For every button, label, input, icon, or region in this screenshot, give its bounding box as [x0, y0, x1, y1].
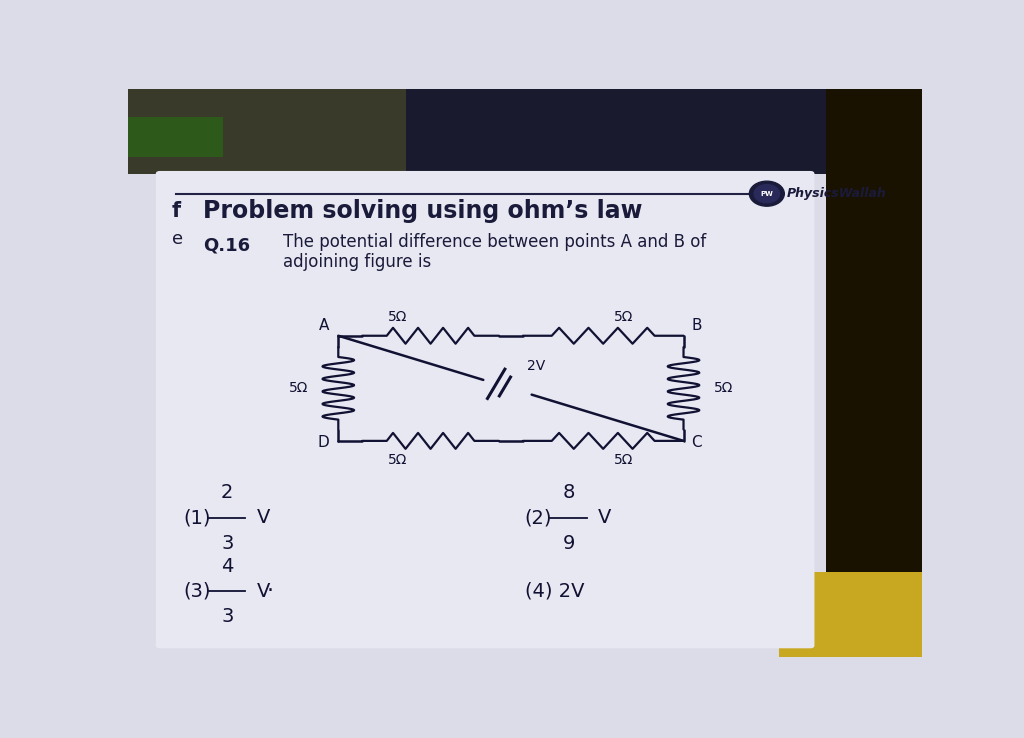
Text: (3): (3) — [183, 582, 211, 601]
Text: V: V — [598, 508, 611, 527]
Text: Q.16: Q.16 — [204, 236, 251, 255]
Text: 5Ω: 5Ω — [614, 311, 634, 325]
Text: 4: 4 — [221, 556, 233, 576]
Text: 5Ω: 5Ω — [714, 382, 733, 396]
Text: 3: 3 — [221, 534, 233, 553]
FancyBboxPatch shape — [826, 89, 922, 657]
Text: A: A — [318, 318, 329, 333]
Text: 5Ω: 5Ω — [614, 453, 634, 467]
Text: ·: · — [267, 582, 273, 601]
Text: (2): (2) — [524, 508, 552, 527]
Text: 5Ω: 5Ω — [388, 311, 408, 325]
Text: The potential difference between points A and B of: The potential difference between points … — [283, 233, 706, 252]
Text: D: D — [317, 435, 329, 449]
Circle shape — [754, 184, 779, 203]
FancyBboxPatch shape — [128, 117, 223, 156]
Text: 5Ω: 5Ω — [289, 382, 308, 396]
Text: (1): (1) — [183, 508, 211, 527]
Text: Problem solving using ohm’s law: Problem solving using ohm’s law — [204, 199, 643, 223]
Text: 3: 3 — [221, 607, 233, 627]
Text: 8: 8 — [562, 483, 574, 502]
Text: V: V — [257, 582, 270, 601]
Text: V: V — [257, 508, 270, 527]
Text: 5Ω: 5Ω — [388, 453, 408, 467]
Text: B: B — [691, 318, 702, 333]
Text: 2V: 2V — [527, 359, 546, 373]
Circle shape — [750, 182, 784, 206]
Text: f: f — [172, 201, 181, 221]
Text: (4) 2V: (4) 2V — [524, 582, 585, 601]
Text: 9: 9 — [562, 534, 574, 553]
FancyBboxPatch shape — [128, 89, 406, 173]
Text: e: e — [172, 230, 182, 248]
FancyBboxPatch shape — [156, 171, 814, 648]
FancyBboxPatch shape — [128, 89, 922, 173]
Text: 2: 2 — [221, 483, 233, 502]
Text: PW: PW — [761, 190, 773, 197]
Text: C: C — [691, 435, 702, 449]
Text: PhysicsWallah: PhysicsWallah — [786, 187, 887, 200]
FancyBboxPatch shape — [778, 571, 922, 657]
Text: adjoining figure is: adjoining figure is — [283, 253, 431, 272]
